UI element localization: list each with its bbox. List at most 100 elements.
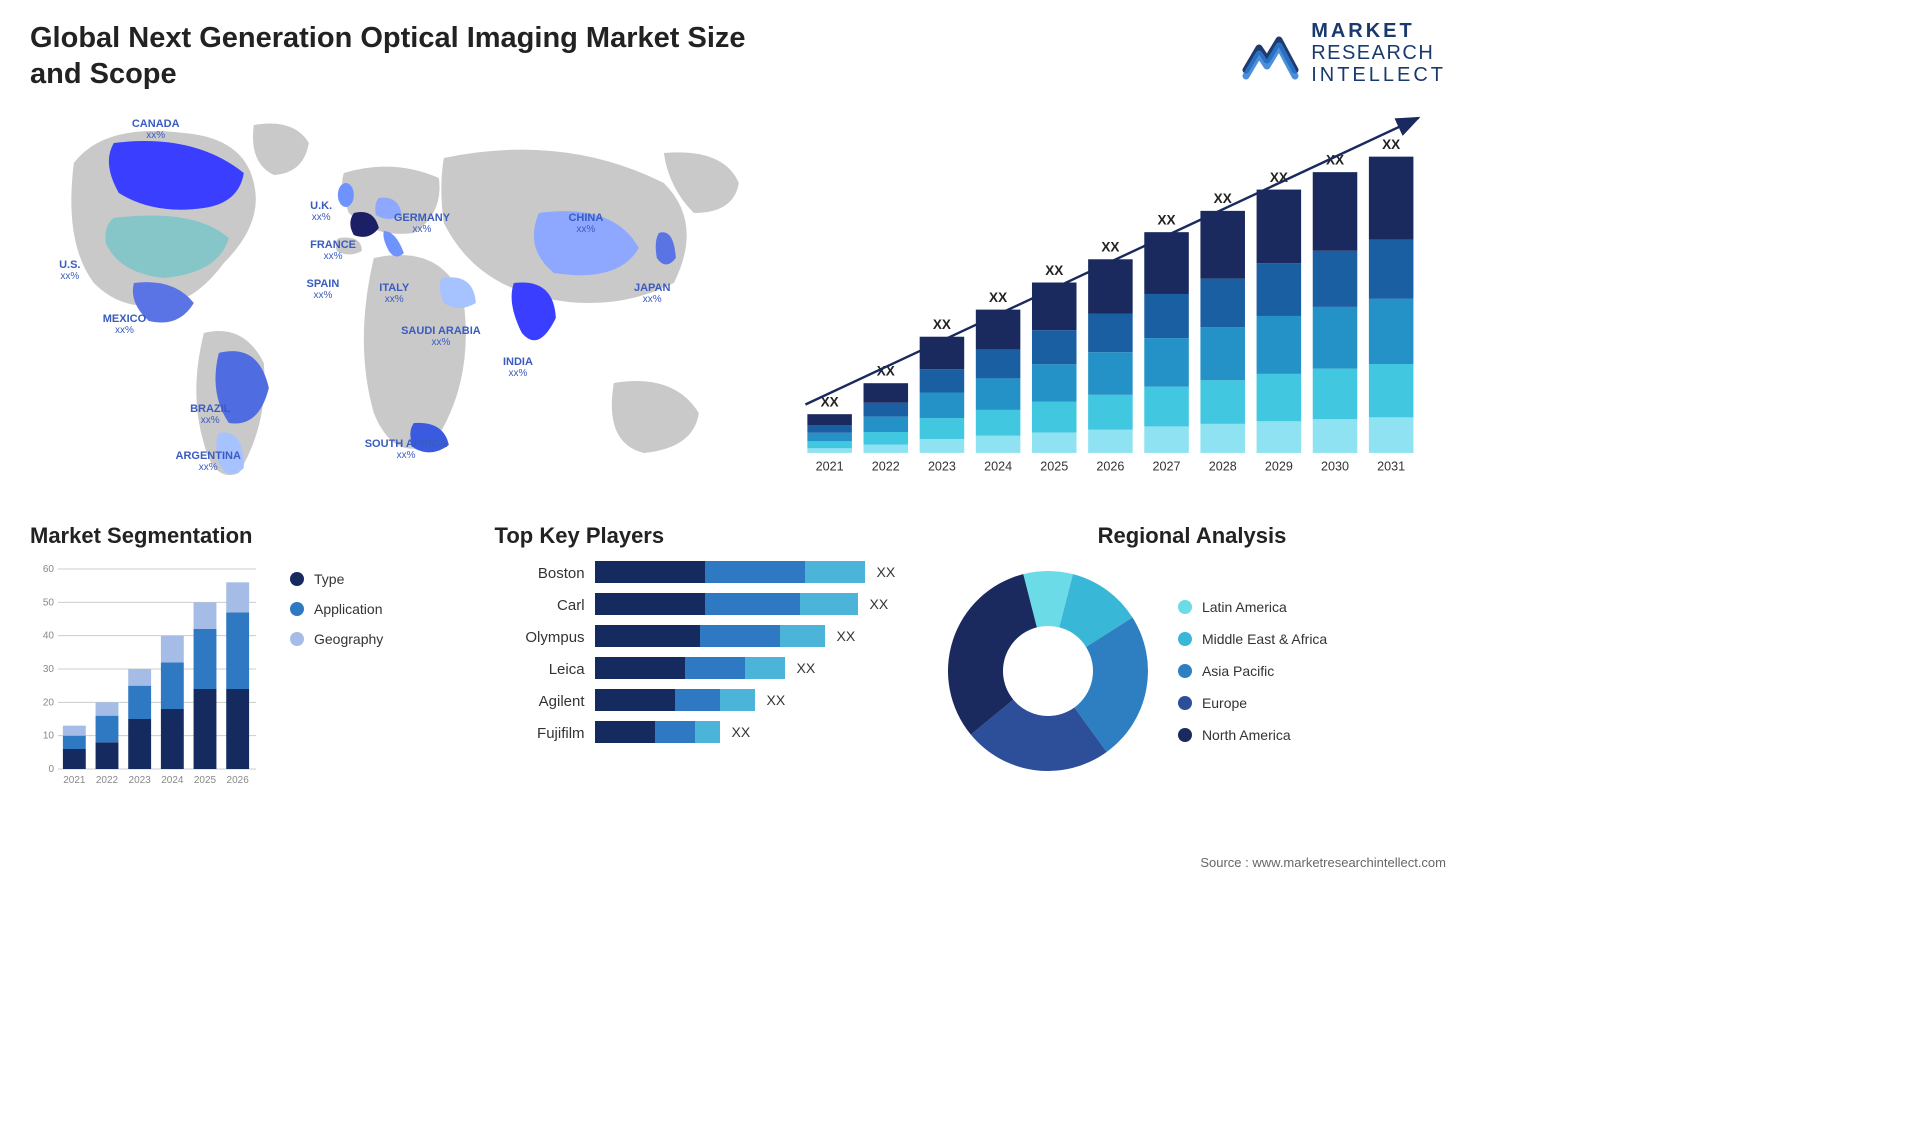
player-bar-segment [705, 593, 800, 615]
growth-bar-year: 2027 [1152, 459, 1180, 473]
growth-bar-year: 2022 [871, 459, 899, 473]
growth-bar-value: XX [1101, 239, 1119, 254]
seg-bar-segment [194, 629, 217, 689]
seg-legend-item: Application [290, 601, 383, 617]
seg-bar-segment [63, 725, 86, 735]
logo-line1: MARKET [1311, 20, 1446, 42]
growth-bar-segment [1312, 306, 1357, 368]
growth-bar-segment [1312, 250, 1357, 306]
country-label-japan: JAPANxx% [634, 282, 670, 305]
seg-bar-segment [63, 735, 86, 748]
country-label-brazil: BRAZILxx% [190, 403, 230, 426]
seg-bar-segment [96, 702, 119, 715]
growth-bar-segment [1088, 259, 1133, 313]
legend-label: Latin America [1202, 599, 1287, 615]
growth-bar-value: XX [989, 289, 1007, 304]
seg-ytick: 50 [43, 597, 55, 608]
growth-bar-value: XX [1382, 136, 1400, 151]
player-bar [595, 721, 720, 743]
growth-bar-segment [1200, 423, 1245, 452]
growth-bar-segment [807, 414, 852, 425]
player-bar-segment [685, 657, 745, 679]
player-bar-segment [595, 689, 675, 711]
growth-bar-segment [1032, 364, 1077, 401]
logo-line3: INTELLECT [1311, 64, 1446, 86]
player-bar-value: XX [870, 596, 889, 612]
growth-chart: XX2021XX2022XX2023XX2024XX2025XX2026XX20… [788, 103, 1446, 493]
player-bar [595, 625, 825, 647]
legend-dot [1178, 696, 1192, 710]
growth-bar-segment [807, 448, 852, 453]
country-label-italy: ITALYxx% [379, 282, 409, 305]
growth-bar-year: 2021 [815, 459, 843, 473]
growth-bar-segment [975, 435, 1020, 452]
growth-bar-segment [1369, 239, 1414, 298]
growth-bar-segment [975, 349, 1020, 378]
legend-label: Application [314, 601, 383, 617]
growth-bar-segment [1088, 429, 1133, 452]
player-bar-segment [595, 721, 655, 743]
segmentation-legend: Type Application Geography [290, 561, 383, 791]
growth-bar-segment [1369, 298, 1414, 363]
seg-ytick: 0 [48, 764, 54, 775]
legend-dot [290, 572, 304, 586]
seg-legend-item: Type [290, 571, 383, 587]
page-title: Global Next Generation Optical Imaging M… [30, 20, 790, 93]
seg-bar-segment [161, 709, 184, 769]
seg-bar-segment [96, 715, 119, 742]
growth-bar-segment [919, 418, 964, 439]
growth-bar-value: XX [1157, 212, 1175, 227]
legend-label: Type [314, 571, 344, 587]
country-label-france: FRANCExx% [310, 239, 356, 262]
growth-bar-segment [863, 431, 908, 444]
growth-bar-segment [1256, 315, 1301, 373]
country-label-germany: GERMANYxx% [394, 212, 450, 235]
growth-bar-segment [807, 432, 852, 441]
legend-label: Geography [314, 631, 383, 647]
growth-bar-segment [1032, 432, 1077, 452]
legend-label: Asia Pacific [1202, 663, 1274, 679]
player-bar-segment [805, 561, 865, 583]
growth-bar-year: 2023 [928, 459, 956, 473]
growth-bar-segment [1144, 232, 1189, 294]
growth-bar-segment [863, 402, 908, 416]
seg-bar-segment [226, 582, 249, 612]
player-bar-segment [695, 721, 720, 743]
growth-bar-segment [1144, 386, 1189, 426]
player-bar-row: XX [595, 657, 918, 679]
growth-bar-segment [863, 383, 908, 403]
seg-ytick: 60 [43, 564, 55, 575]
growth-chart-svg: XX2021XX2022XX2023XX2024XX2025XX2026XX20… [788, 103, 1446, 493]
player-bar-segment [655, 721, 695, 743]
region-legend-item: North America [1178, 727, 1327, 743]
logo: MARKET RESEARCH INTELLECT [1241, 20, 1446, 86]
player-bar-value: XX [877, 564, 896, 580]
player-name: Olympus [495, 627, 585, 649]
growth-bar-segment [1200, 278, 1245, 326]
seg-bar-segment [128, 669, 151, 686]
growth-bar-segment [1032, 330, 1077, 364]
country-label-u-s-: U.S.xx% [59, 259, 80, 282]
player-bar-segment [705, 561, 805, 583]
seg-xtick: 2023 [129, 775, 152, 786]
legend-label: North America [1202, 727, 1291, 743]
player-bar-value: XX [767, 692, 786, 708]
growth-bar-segment [1032, 282, 1077, 330]
source-url: www.marketresearchintellect.com [1252, 855, 1446, 870]
players-panel: Top Key Players BostonCarlOlympusLeicaAg… [495, 523, 918, 791]
growth-bar-year: 2026 [1096, 459, 1124, 473]
growth-bar-segment [1200, 210, 1245, 278]
country-label-argentina: ARGENTINAxx% [176, 450, 241, 473]
region-legend-item: Europe [1178, 695, 1327, 711]
legend-dot [1178, 600, 1192, 614]
country-label-india: INDIAxx% [503, 356, 533, 379]
source-label: Source : [1200, 855, 1252, 870]
seg-ytick: 30 [43, 664, 55, 675]
source-line: Source : www.marketresearchintellect.com [1200, 855, 1446, 870]
player-bar-value: XX [837, 628, 856, 644]
legend-dot [290, 632, 304, 646]
player-bar-segment [720, 689, 755, 711]
seg-bar-segment [96, 742, 119, 769]
player-bar-row: XX [595, 625, 918, 647]
seg-bar-segment [128, 719, 151, 769]
